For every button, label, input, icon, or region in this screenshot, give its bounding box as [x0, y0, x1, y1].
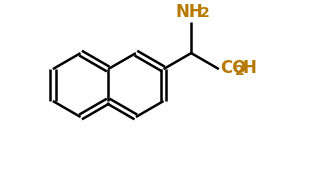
Text: 2: 2	[235, 64, 245, 78]
Text: CO: CO	[220, 59, 246, 77]
Text: NH: NH	[175, 3, 203, 21]
Text: H: H	[242, 59, 256, 77]
Text: 2: 2	[200, 6, 210, 20]
